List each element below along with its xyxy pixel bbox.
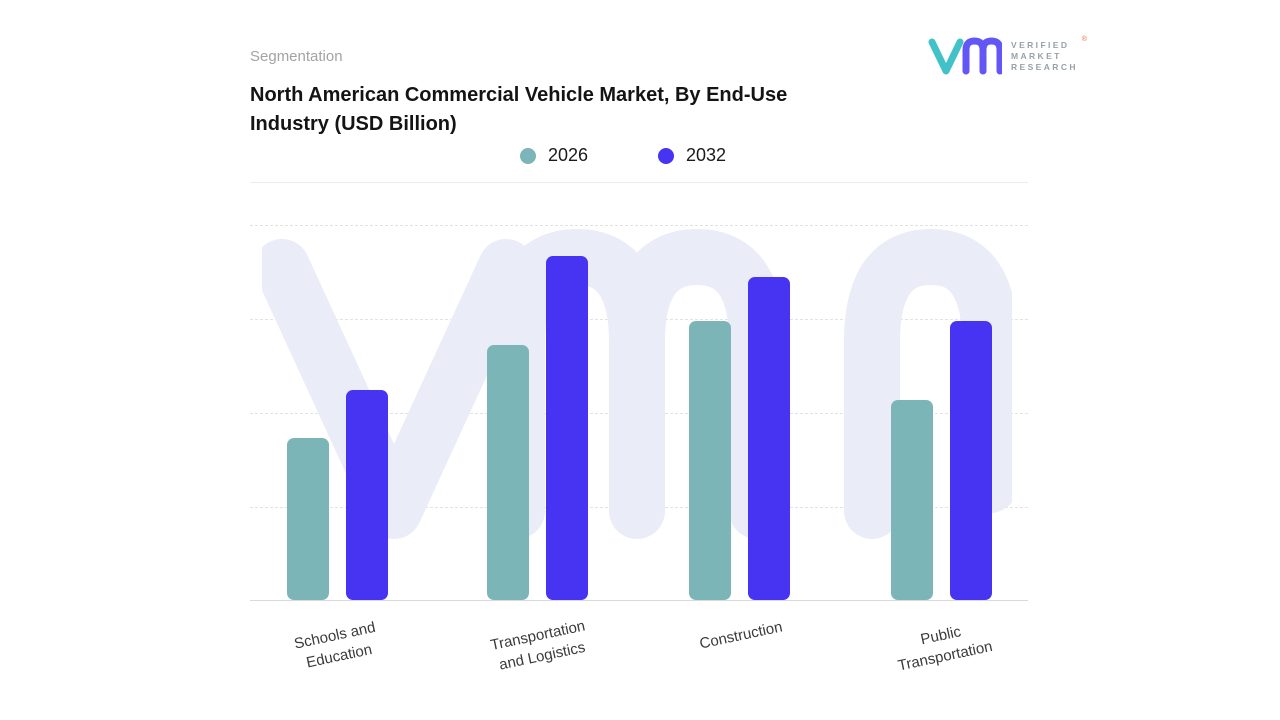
plot-area: Schools and Education Transportation and Lo… [250, 225, 1028, 675]
x-axis-labels: Schools and Education Transportation and Lo… [250, 601, 1028, 696]
x-axis-label-construction: Construction [698, 618, 784, 653]
bar-2032-transportation-and-logistics [546, 256, 588, 600]
bar-group-transportation-and-logistics [487, 256, 588, 600]
registered-trademark-icon: ® [1081, 36, 1087, 43]
x-axis-label-public-transportation: Public Transportation [896, 623, 994, 675]
bar-group-construction [689, 277, 790, 600]
bar-2026-transportation-and-logistics [487, 345, 529, 600]
bar-2026-construction [689, 321, 731, 600]
bar-2026-schools-and-education [287, 438, 329, 600]
legend-label-2032: 2032 [686, 145, 727, 165]
legend-item-2026[interactable]: 2026 [519, 145, 588, 166]
x-axis-label-transportation-and-logistics: Transportation and Logistics [489, 617, 587, 674]
header-divider [250, 182, 1028, 183]
bar-2032-construction [748, 277, 790, 600]
x-axis-label-schools-and-education: Schools and Education [292, 618, 377, 672]
legend: 2026 2032 [234, 145, 1012, 166]
eyebrow-label: Segmentation [250, 48, 343, 65]
logo-line-research: RESEARCH [1011, 62, 1078, 72]
legend-label-2026: 2026 [547, 145, 588, 165]
gridline [250, 225, 1028, 226]
bar-group-public-transportation [891, 321, 992, 600]
bar-2026-public-transportation [891, 400, 933, 600]
bar-group-schools-and-education [287, 390, 388, 600]
bar-2032-schools-and-education [346, 390, 388, 600]
x-axis-line [250, 600, 1028, 601]
chart-card: Segmentation North American Commercial V… [250, 0, 1028, 675]
legend-item-2032[interactable]: 2032 [658, 145, 726, 166]
vmr-logo: VERIFIED MARKET RESEARCH ® [928, 36, 1087, 76]
chart-title: North American Commercial Vehicle Market… [250, 84, 788, 135]
logo-line-verified: VERIFIED [1011, 40, 1070, 50]
vmr-logo-mark-icon [928, 37, 1002, 75]
logo-line-market: MARKET [1011, 51, 1062, 61]
vmr-logo-text: VERIFIED MARKET RESEARCH ® [1011, 36, 1087, 73]
bar-groups [250, 225, 1028, 601]
legend-dot-2032-icon [658, 147, 674, 164]
legend-dot-2026-icon [519, 147, 536, 164]
bar-2032-public-transportation [950, 321, 992, 600]
